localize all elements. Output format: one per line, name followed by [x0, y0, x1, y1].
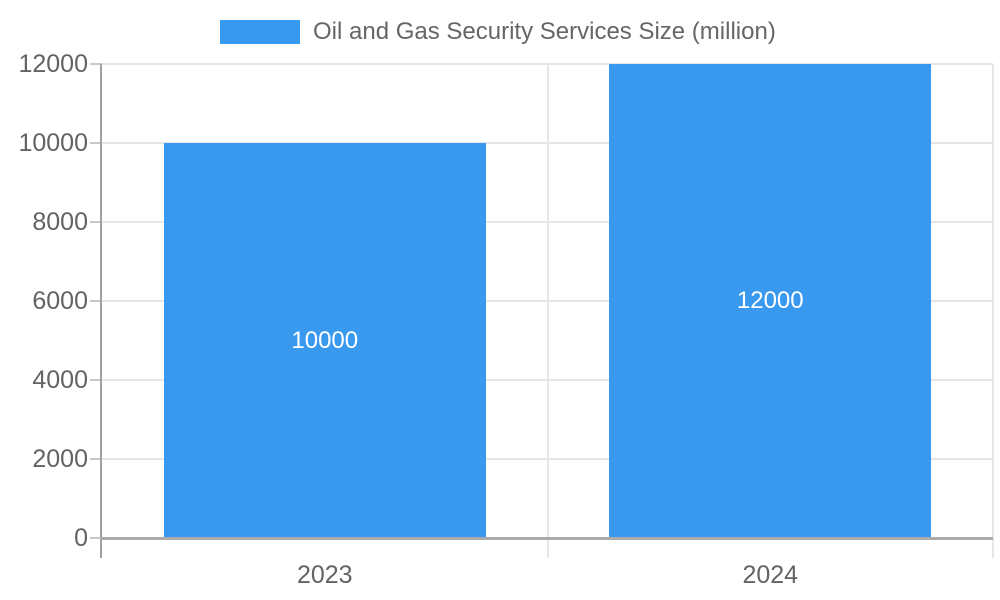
x-axis-baseline	[100, 537, 993, 540]
bar-value-label: 12000	[736, 287, 804, 314]
legend-label: Oil and Gas Security Services Size (mill…	[313, 18, 776, 45]
y-axis-label: 4000	[32, 366, 88, 394]
y-axis-label: 10000	[18, 129, 88, 157]
chart-legend: Oil and Gas Security Services Size (mill…	[220, 20, 776, 44]
y-axis-label: 8000	[32, 208, 88, 236]
x-axis-label: 2024	[742, 561, 799, 589]
x-axis-label: 2023	[296, 561, 353, 589]
legend-swatch	[220, 20, 300, 44]
y-axis-label: 2000	[32, 445, 88, 473]
y-axis-tick	[90, 379, 102, 381]
y-axis-line	[100, 64, 102, 558]
y-axis-tick	[90, 221, 102, 223]
gridline	[546, 64, 549, 558]
y-axis-tick	[90, 63, 102, 65]
y-axis-tick	[90, 142, 102, 144]
y-axis-tick	[90, 300, 102, 302]
bar	[163, 143, 486, 538]
bar-value-label: 10000	[291, 326, 359, 354]
y-axis-tick	[90, 537, 102, 539]
gridline	[992, 64, 994, 558]
bar	[609, 64, 932, 538]
y-axis-label: 0	[74, 524, 88, 552]
y-axis-tick	[90, 458, 102, 460]
y-axis-label: 6000	[32, 287, 88, 315]
y-axis-label: 12000	[18, 50, 88, 78]
